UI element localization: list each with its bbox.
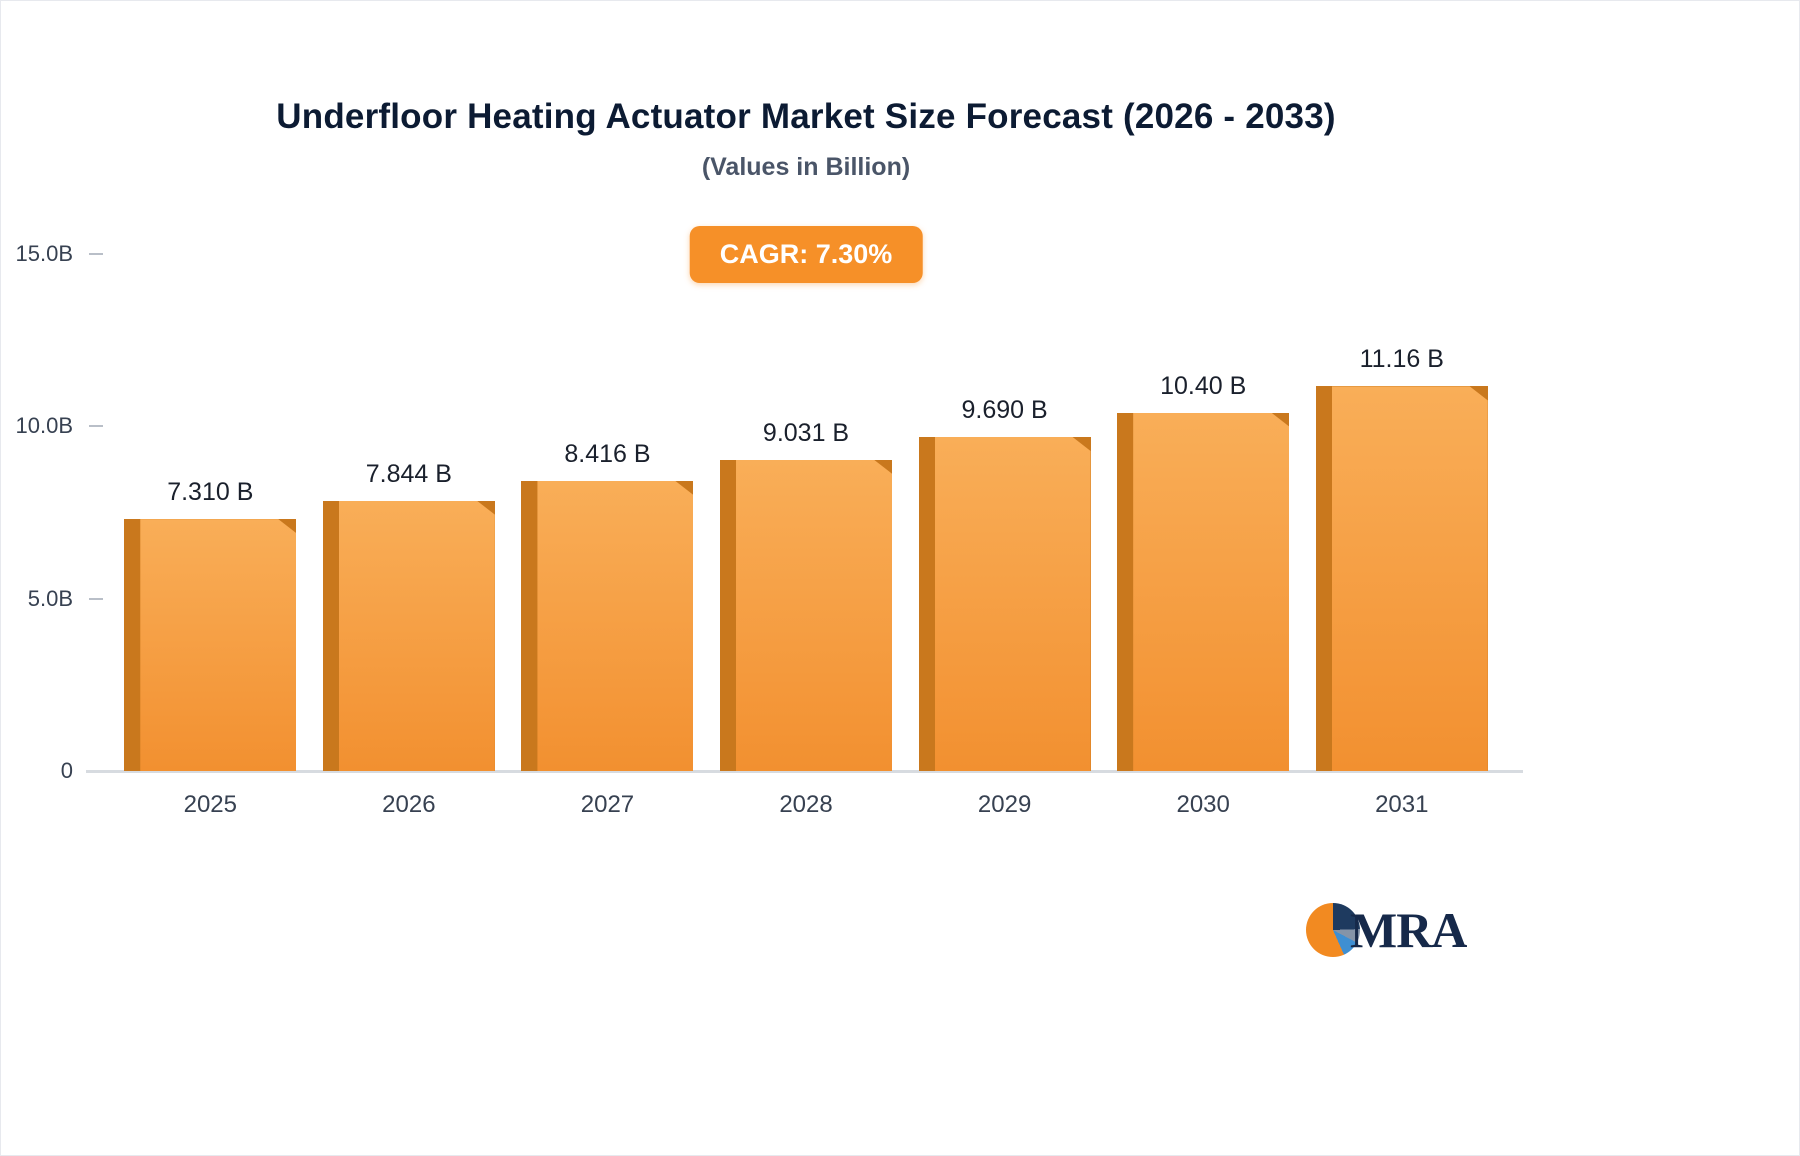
bar-value-label: 7.844 B (365, 459, 452, 488)
bar (322, 500, 495, 771)
y-tick-label: 5.0B (27, 585, 73, 611)
bar-group-2031: 11.16 B 2031 (1302, 254, 1501, 818)
y-tick-mark (89, 425, 103, 428)
x-axis-label: 2025 (183, 791, 237, 818)
y-tick-mark (89, 253, 103, 255)
bar (1117, 412, 1290, 771)
bar-face (1332, 386, 1488, 771)
bar-face (339, 501, 495, 771)
bar (1315, 386, 1488, 771)
x-axis-label: 2028 (779, 791, 833, 818)
y-tick-label: 10.0B (15, 413, 74, 439)
bar (918, 437, 1091, 771)
pie-logo-icon (1306, 903, 1360, 957)
chart-subtitle: (Values in Billion) (701, 153, 911, 181)
bar-value-label: 11.16 B (1359, 345, 1444, 374)
bar-plot-area: 7.310 B 2025 7.844 B 2026 8.416 B 2027 9.031 B… (111, 254, 1501, 818)
x-axis-label: 2027 (580, 791, 635, 818)
bar-face (140, 519, 296, 771)
y-tick-label: 15.0B (15, 241, 74, 266)
bar-value-label: 8.416 B (564, 439, 651, 468)
bar-value-label: 9.690 B (961, 396, 1048, 425)
y-tick-mark (89, 597, 103, 600)
bar-face (736, 460, 892, 771)
x-axis-label: 2031 (1375, 791, 1429, 818)
bar-group-2026: 7.844 B 2026 (310, 254, 509, 818)
cagr-badge: CAGR: 7.30% (689, 226, 923, 283)
bar-face (1133, 413, 1289, 771)
y-axis: 15.0B 10.0B 5.0B 0 (1, 241, 103, 783)
bar (124, 519, 297, 771)
brand-logo: MRA (1306, 901, 1467, 959)
x-axis-baseline (86, 770, 1523, 773)
bar (521, 480, 694, 771)
y-tick-label: 0 (60, 758, 73, 783)
bar-group-2029: 9.690 B 2029 (905, 254, 1104, 818)
bar-group-2030: 10.40 B 2030 (1104, 254, 1303, 818)
x-axis-label: 2030 (1176, 791, 1230, 818)
chart-title: Underfloor Heating Actuator Market Size … (276, 97, 1336, 136)
bar-face (537, 481, 693, 771)
bar-value-label: 10.40 B (1160, 371, 1247, 400)
bar-group-2028: 9.031 B 2028 (707, 254, 906, 818)
x-axis-label: 2026 (382, 791, 436, 818)
bar-face (935, 437, 1091, 771)
bar (720, 459, 893, 771)
bar-value-label: 9.031 B (762, 418, 850, 447)
x-axis-label: 2029 (977, 791, 1032, 818)
chart-header: Underfloor Heating Actuator Market Size … (1, 97, 1611, 182)
bar-group-2027: 8.416 B 2027 (508, 254, 707, 818)
bar-group-2025: 7.310 B 2025 (111, 254, 310, 818)
bar-value-label: 7.310 B (167, 478, 254, 507)
logo-text: MRA (1350, 902, 1467, 958)
